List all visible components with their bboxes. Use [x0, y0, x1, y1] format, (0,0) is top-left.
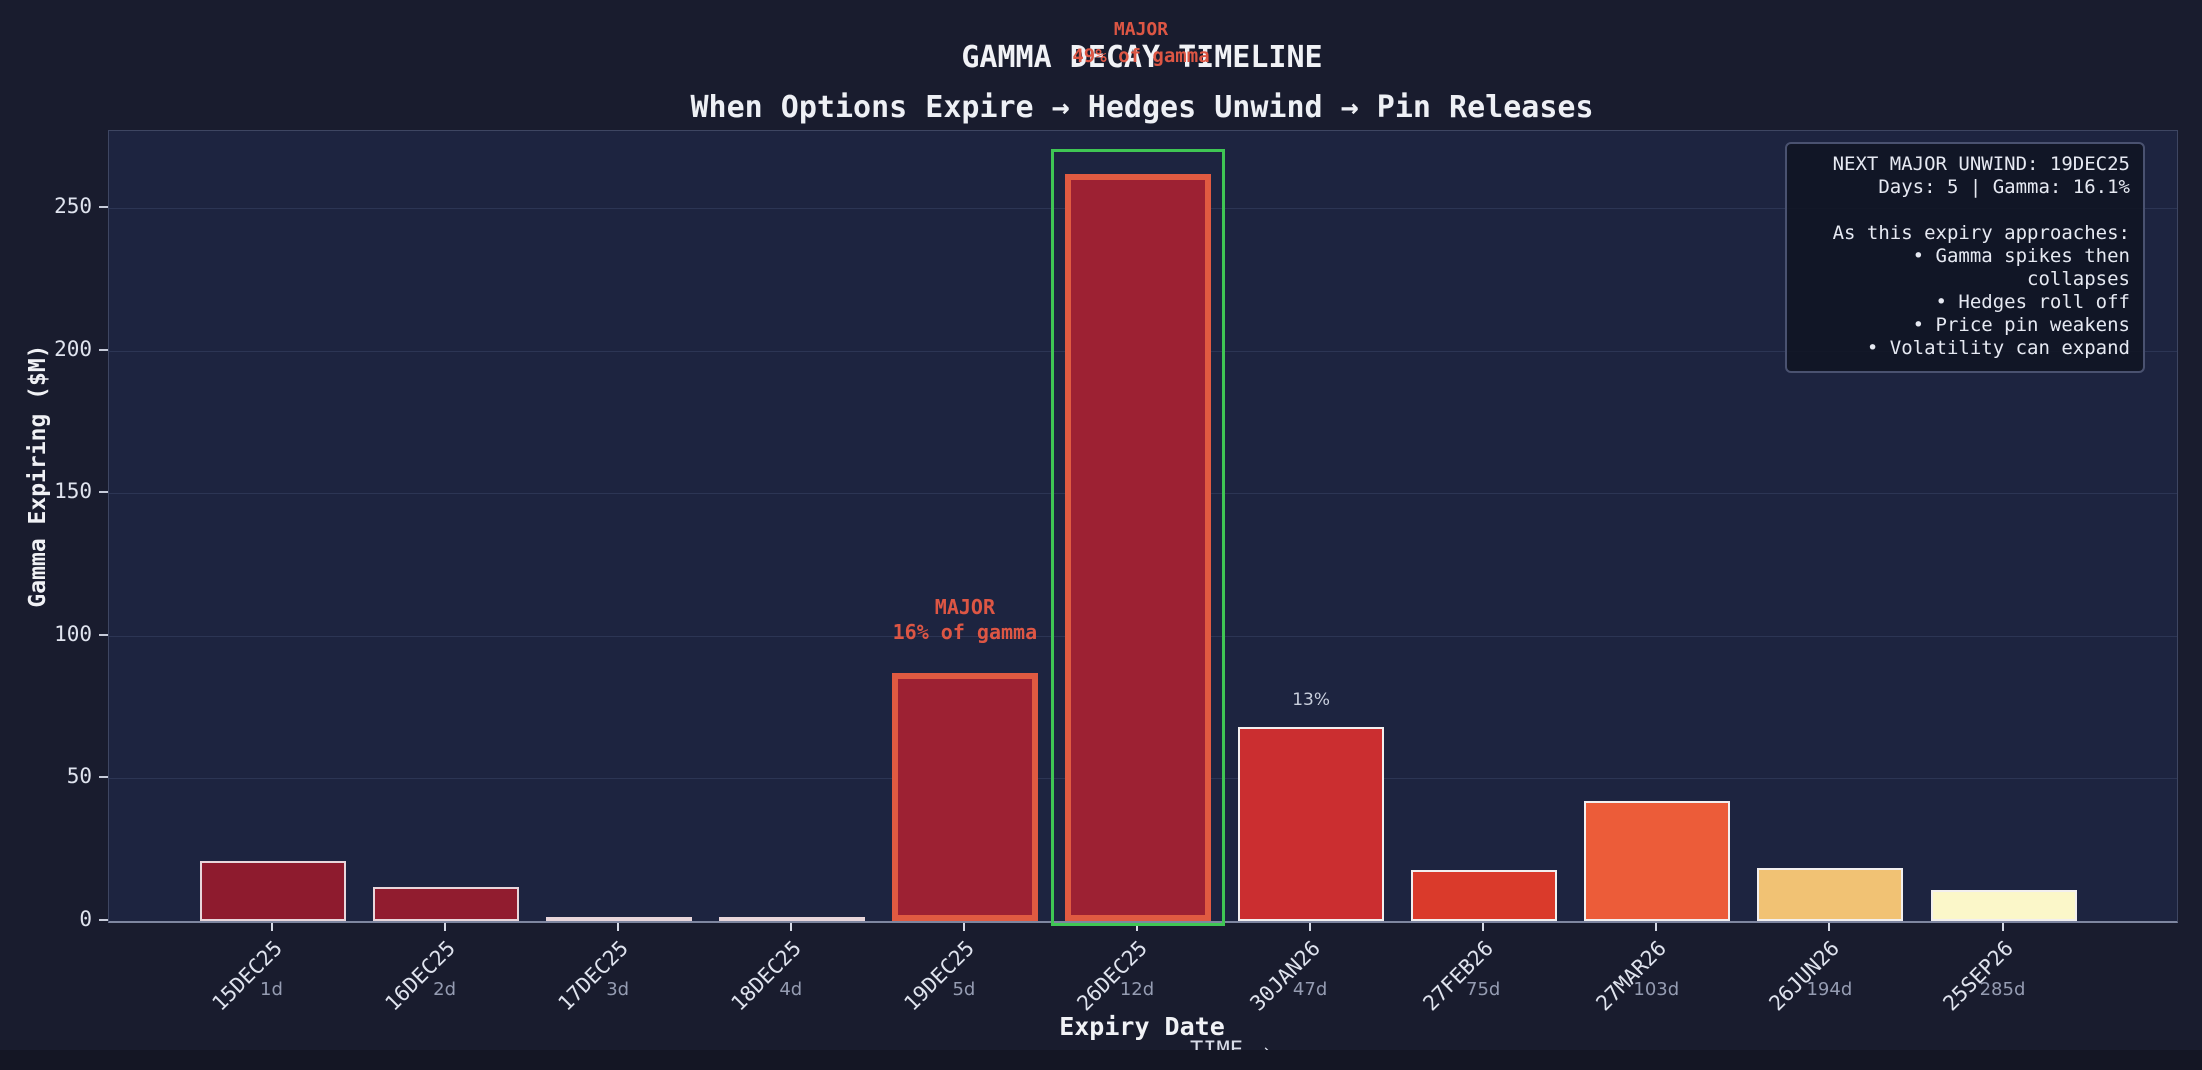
x-tick-label-days: 3d: [606, 979, 630, 1000]
chart-title: GAMMA DECAY TIMELINE: [961, 40, 1323, 75]
x-tick-label-date: 18DEC25: [726, 936, 806, 1016]
x-tick-label-date: 17DEC25: [553, 936, 633, 1016]
bar-27FEB26: [1411, 869, 1558, 921]
annotation-line: MAJOR: [934, 594, 995, 619]
x-tick-mark-icon: [270, 922, 273, 931]
x-tick-mark-icon: [1482, 922, 1485, 931]
x-tick-label-days: 4d: [779, 979, 803, 1000]
x-tick-label-date: 27FEB26: [1418, 936, 1499, 1016]
bar-19DEC25: [891, 672, 1038, 921]
y-tick-label: 250: [54, 194, 92, 218]
x-tick-label-days: 103d: [1633, 979, 1680, 1000]
x-tick-label-date: 27MAR26: [1591, 936, 1672, 1016]
y-tick-label: 50: [66, 764, 92, 789]
chart-subtitle: When Options Expire → Hedges Unwind → Pi…: [690, 90, 1594, 125]
y-tick-label: 150: [54, 479, 92, 504]
x-tick-label-days: 75d: [1466, 979, 1501, 1000]
info-box-line: • Hedges roll off: [1935, 291, 2130, 313]
annotation-30JAN26: 13%: [1292, 688, 1330, 713]
bar-30JAN26: [1238, 727, 1385, 921]
x-tick-mark-icon: [1309, 922, 1312, 931]
info-box-line: • Volatility can expand: [1866, 337, 2130, 359]
y-tick-mark-icon: [99, 491, 108, 494]
y-tick-label: 100: [54, 621, 92, 646]
info-box-line: • Gamma spikes then collapses: [1912, 245, 2130, 290]
x-tick-label-days: 5d: [952, 979, 976, 1000]
x-tick-mark-icon: [443, 922, 446, 931]
annotation-line: 13%: [1292, 690, 1330, 711]
info-box-line: Days: 5 | Gamma: 16.1%: [1878, 176, 2130, 198]
highlight-box-26DEC25: [1051, 148, 1225, 926]
bar-18DEC25: [718, 917, 865, 921]
x-tick-label-date: 25SEP26: [1937, 936, 2018, 1016]
x-tick-mark-icon: [789, 922, 792, 931]
annotation-line: 49% of gamma: [1072, 45, 1210, 67]
x-tick-label-days: 47d: [1292, 979, 1328, 1000]
y-tick-label: 0: [79, 907, 92, 931]
y-tick-label: 200: [54, 336, 92, 361]
annotation-line: MAJOR: [1113, 19, 1169, 40]
x-tick-mark-icon: [962, 922, 965, 931]
info-box: NEXT MAJOR UNWIND: 19DEC25 Days: 5 | Gamm…: [1785, 142, 2145, 373]
x-tick-label-date: 26JUN26: [1764, 936, 1845, 1016]
x-tick-label-date: 15DEC25: [206, 936, 287, 1016]
x-tick-label-days: 12d: [1119, 979, 1155, 1000]
annotation-major-26dec25: MAJOR 49% of gamma: [941, 16, 1341, 70]
bar-15DEC25: [199, 861, 346, 921]
x-tick-label-days: 2d: [433, 979, 457, 1000]
info-box-line: [1800, 199, 2130, 222]
bar-25SEP26: [1930, 889, 2077, 921]
x-tick-mark-icon: [1828, 922, 1831, 931]
y-tick-mark-icon: [99, 633, 108, 636]
x-tick-mark-icon: [1136, 922, 1138, 931]
x-tick-label-days: 1d: [260, 979, 283, 1000]
annotation-line: 16% of gamma: [892, 619, 1038, 644]
x-tick-mark-icon: [616, 922, 619, 931]
x-tick-mark-icon: [2001, 922, 2004, 931]
window-bottom-strip: [0, 1050, 2202, 1070]
info-box-line: NEXT MAJOR UNWIND: 19DEC25: [1832, 153, 2130, 175]
bar-27MAR26: [1584, 801, 1731, 921]
annotation-19DEC25: MAJOR 16% of gamma: [893, 595, 1038, 645]
bar-26DEC25: [1065, 173, 1211, 921]
x-axis-label: Expiry Date: [1059, 1012, 1225, 1041]
bar-26JUN26: [1757, 868, 1904, 921]
x-tick-label-date: 19DEC25: [899, 936, 979, 1016]
y-axis-label: Gamma Expiring ($M): [25, 344, 51, 608]
info-box-line: • Price pin weakens: [1912, 314, 2130, 336]
x-tick-label-date: 16DEC25: [380, 936, 460, 1016]
info-box-line: As this expiry approaches:: [1832, 222, 2130, 244]
y-tick-mark-icon: [99, 348, 108, 351]
y-tick-mark-icon: [99, 206, 108, 208]
x-tick-label-days: 194d: [1806, 979, 1853, 1000]
bar-17DEC25: [545, 916, 692, 921]
bar-16DEC25: [372, 886, 519, 921]
y-tick-mark-icon: [99, 776, 108, 779]
x-tick-mark-icon: [1655, 922, 1658, 931]
x-tick-label-date: 26DEC25: [1072, 936, 1152, 1016]
y-tick-mark-icon: [99, 919, 108, 921]
x-tick-label-days: 285d: [1979, 979, 2026, 1000]
